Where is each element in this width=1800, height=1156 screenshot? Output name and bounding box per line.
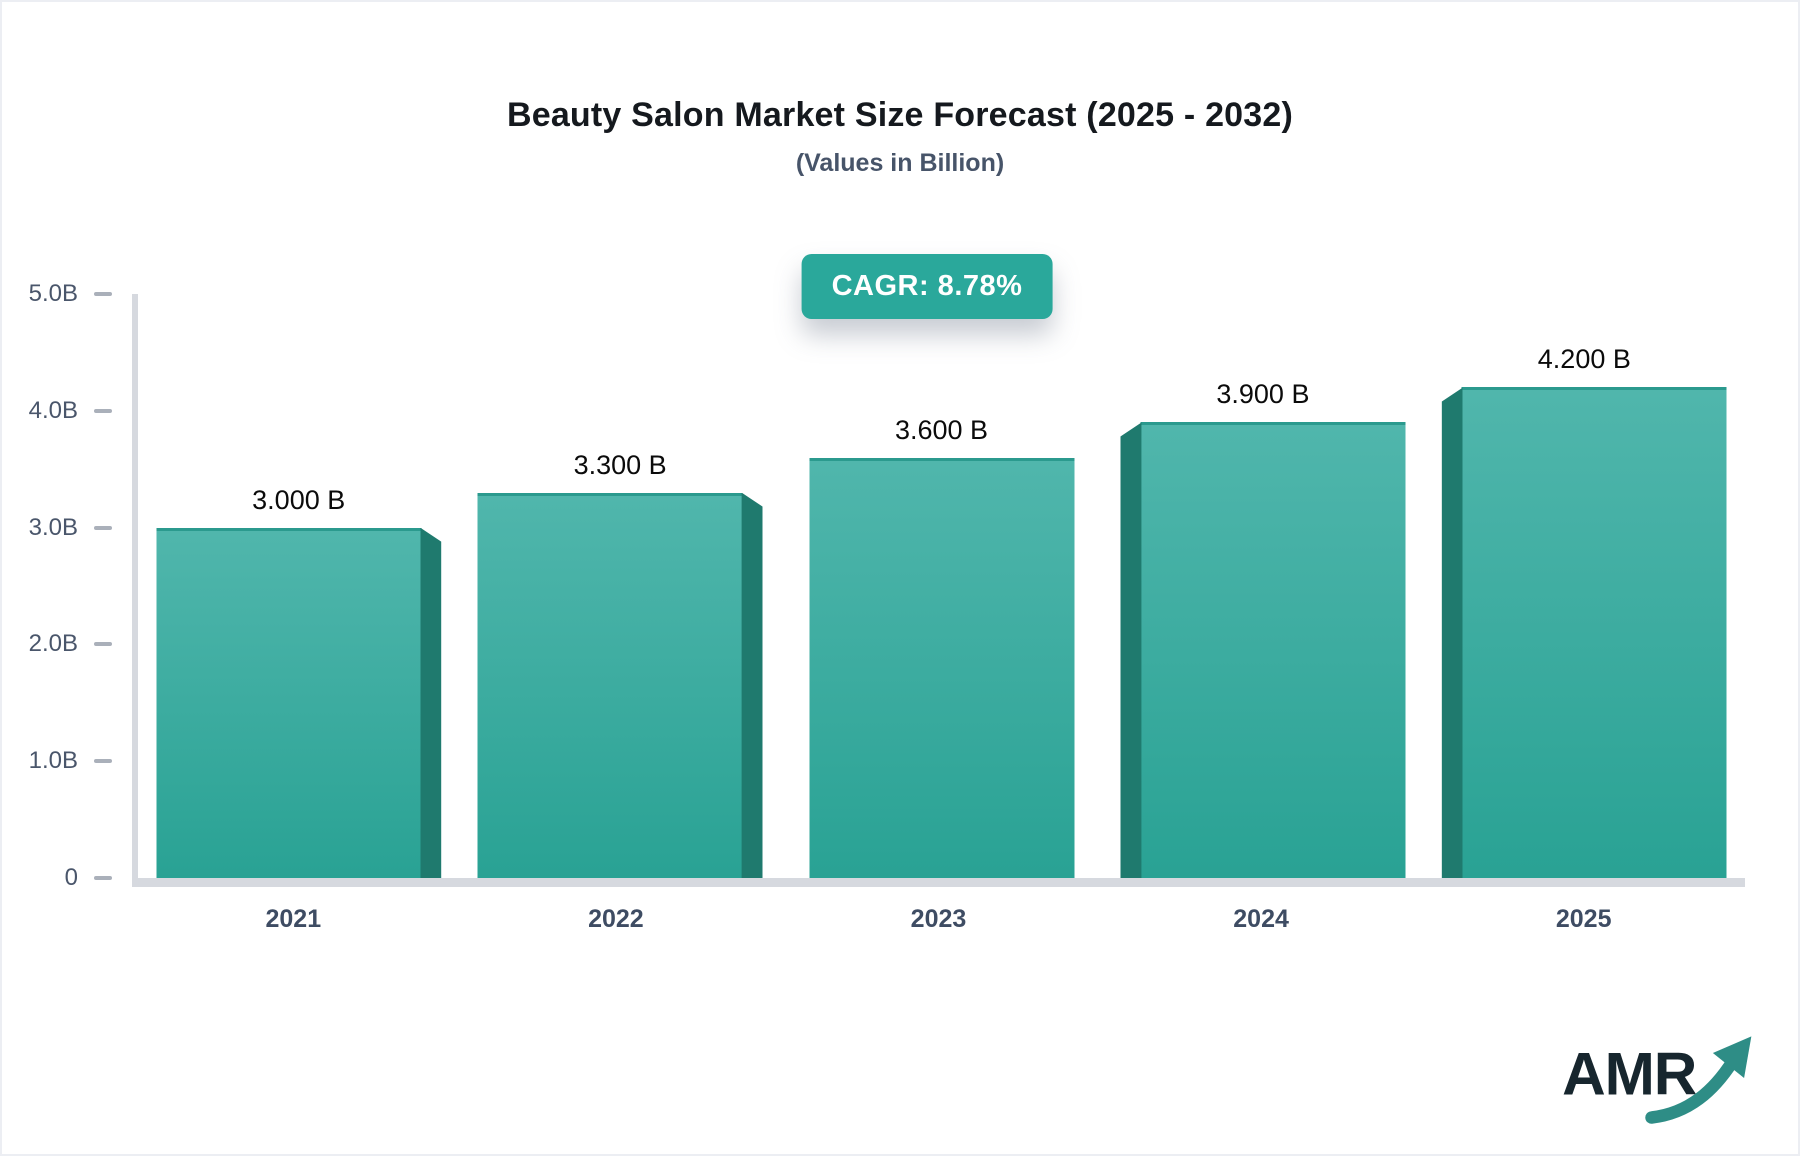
y-tick-label: 2.0B: [28, 630, 78, 658]
bars-container: 3.000 B 3.300 B 3.600 B 3.900 B 4.200 B: [138, 294, 1745, 878]
bar-value-label: 3.300 B: [573, 449, 667, 480]
bar: 4.200 B: [1441, 344, 1727, 878]
y-tick-mark: [94, 759, 112, 764]
x-axis-label: 2021: [265, 905, 322, 933]
y-tick-mark: [94, 642, 112, 647]
x-label-cell: 2025: [1422, 905, 1745, 934]
bar-face: [1461, 387, 1727, 878]
y-tick-label: 1.0B: [28, 747, 78, 775]
x-axis-labels: 2021 2022 2023 2024 2025: [132, 905, 1745, 934]
bar-value-label: 3.900 B: [1216, 379, 1310, 410]
bar: 3.600 B: [809, 415, 1075, 878]
bar-value-label: 3.000 B: [252, 484, 346, 515]
chart-title: Beauty Salon Market Size Forecast (2025 …: [506, 96, 1294, 134]
bar-3d-side-right: [420, 527, 442, 878]
chart-subtitle: (Values in Billion): [795, 149, 1005, 177]
y-tick-label: 5.0B: [28, 280, 78, 307]
bar-face: [156, 527, 422, 878]
x-label-cell: 2023: [777, 905, 1100, 934]
y-tick-label: 0: [64, 864, 78, 891]
x-axis-label: 2023: [910, 905, 967, 933]
y-tick: 3.0B: [29, 514, 112, 542]
bar: 3.900 B: [1120, 379, 1406, 878]
bar-slot: 3.300 B: [459, 294, 780, 878]
y-tick: 1.0B: [29, 747, 112, 775]
bar-slot: 4.200 B: [1424, 294, 1745, 878]
bar-face: [477, 492, 743, 878]
x-axis-label: 2022: [588, 905, 644, 933]
y-tick-label: 3.0B: [28, 513, 78, 541]
y-tick: 5.0B: [29, 280, 112, 308]
bar-face: [1140, 422, 1406, 878]
y-tick-mark: [94, 525, 112, 530]
x-axis-label: 2024: [1233, 905, 1289, 933]
y-tick-mark: [94, 408, 112, 413]
bar: 3.300 B: [477, 450, 763, 878]
plot-area: 5.0B 4.0B 3.0B 2.0B 1.0B 0 3.000 B 3.300…: [29, 280, 1745, 891]
bar-slot: 3.600 B: [781, 294, 1102, 878]
y-tick-mark: [94, 292, 112, 296]
x-label-cell: 2024: [1100, 905, 1423, 934]
bar-3d-side-right: [741, 492, 763, 878]
x-label-cell: 2022: [455, 905, 778, 934]
logo-text: AMR: [1562, 1040, 1697, 1108]
bar-value-label: 4.200 B: [1537, 344, 1631, 375]
bar-face: [809, 457, 1075, 878]
bar: 3.000 B: [156, 485, 442, 878]
x-axis-label: 2025: [1555, 905, 1612, 933]
y-tick-label: 4.0B: [28, 396, 78, 424]
bar-slot: 3.900 B: [1102, 294, 1423, 878]
y-tick-mark: [94, 876, 112, 880]
y-tick: 0: [65, 864, 112, 892]
bar-value-label: 3.600 B: [894, 414, 989, 445]
y-tick: 2.0B: [29, 630, 112, 658]
bar-3d-side-left: [1441, 387, 1463, 878]
amr-logo: AMR: [1562, 1036, 1752, 1124]
bar-3d-side-left: [1120, 422, 1142, 878]
growth-arrow-icon: [1645, 1036, 1752, 1124]
cagr-badge: CAGR: 8.78%: [801, 254, 1053, 319]
x-label-cell: 2021: [132, 905, 455, 934]
bar-slot: 3.000 B: [138, 294, 459, 878]
y-tick: 4.0B: [29, 397, 112, 425]
